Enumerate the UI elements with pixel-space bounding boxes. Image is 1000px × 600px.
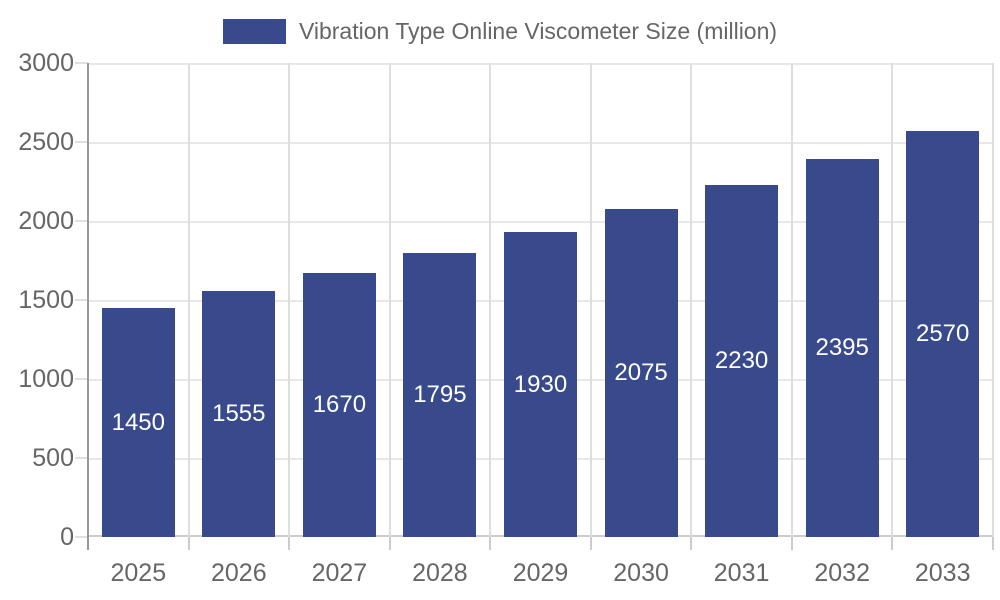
y-axis-line [87,63,89,537]
x-gridline [288,63,291,537]
x-gridline [187,63,190,537]
y-axis-label: 2500 [18,128,74,156]
bar: 1795 [403,253,477,537]
bar-value-label: 1555 [212,400,266,427]
bar: 1930 [504,232,577,537]
y-axis-label: 1000 [18,365,74,393]
x-axis-tick [489,537,492,550]
x-axis-label: 2030 [613,559,669,587]
y-axis-tick [75,536,88,538]
x-axis-label: 2029 [512,559,569,587]
x-axis-tick [690,537,693,550]
y-axis-label: 3000 [18,49,74,77]
x-gridline [489,63,492,537]
y-gridline [88,142,993,144]
y-axis-tick [75,220,88,222]
bar-value-label: 2075 [614,359,668,386]
bar: 1450 [101,308,175,537]
x-gridline [589,63,592,537]
bar-value-label: 2570 [915,320,970,347]
x-axis-label: 2025 [110,559,167,587]
x-axis-tick [87,537,89,550]
y-axis-tick [75,62,88,64]
bar: 2570 [906,131,980,537]
x-axis-tick [288,537,291,550]
x-axis-tick [891,537,894,550]
y-gridline [88,221,993,223]
y-axis-label: 1500 [18,286,74,314]
x-axis-label: 2033 [914,559,971,587]
y-axis-tick [75,378,88,380]
bar-value-label: 1930 [513,370,568,398]
x-axis-label: 2028 [412,559,468,587]
bar-value-label: 1450 [111,408,165,436]
x-axis-label: 2026 [210,559,267,587]
x-gridline [690,63,693,537]
legend-swatch [222,18,286,44]
bar: 1555 [202,291,276,537]
x-axis-tick [187,537,190,550]
y-axis-label: 500 [32,444,74,472]
x-axis-label: 2032 [814,559,870,587]
bar: 2395 [805,159,879,537]
y-axis-tick [75,141,88,143]
y-axis-tick [75,299,88,301]
y-axis-label: 2000 [18,207,74,235]
x-axis-tick [388,537,391,550]
bar: 1670 [302,273,376,537]
x-gridline [891,63,894,537]
bar: 2230 [705,185,779,537]
x-axis-label: 2027 [311,559,368,587]
legend[interactable]: Vibration Type Online Viscometer Size (m… [0,14,1000,48]
x-gridline [790,63,793,537]
legend-label: Vibration Type Online Viscometer Size (m… [298,17,778,44]
x-axis-tick [992,537,994,550]
y-axis-tick [75,457,88,459]
x-gridline [992,63,994,537]
bar: 2075 [604,209,678,537]
y-gridline [88,63,993,65]
x-axis-tick [589,537,592,550]
bar-value-label: 2230 [714,347,769,374]
x-axis-label: 2031 [713,559,770,587]
y-axis-label: 0 [60,523,74,551]
bar-value-label: 2395 [815,334,869,361]
bar-value-label: 1795 [413,381,467,408]
bar-value-label: 1670 [312,391,367,418]
x-gridline [388,63,391,537]
x-axis-tick [790,537,793,550]
